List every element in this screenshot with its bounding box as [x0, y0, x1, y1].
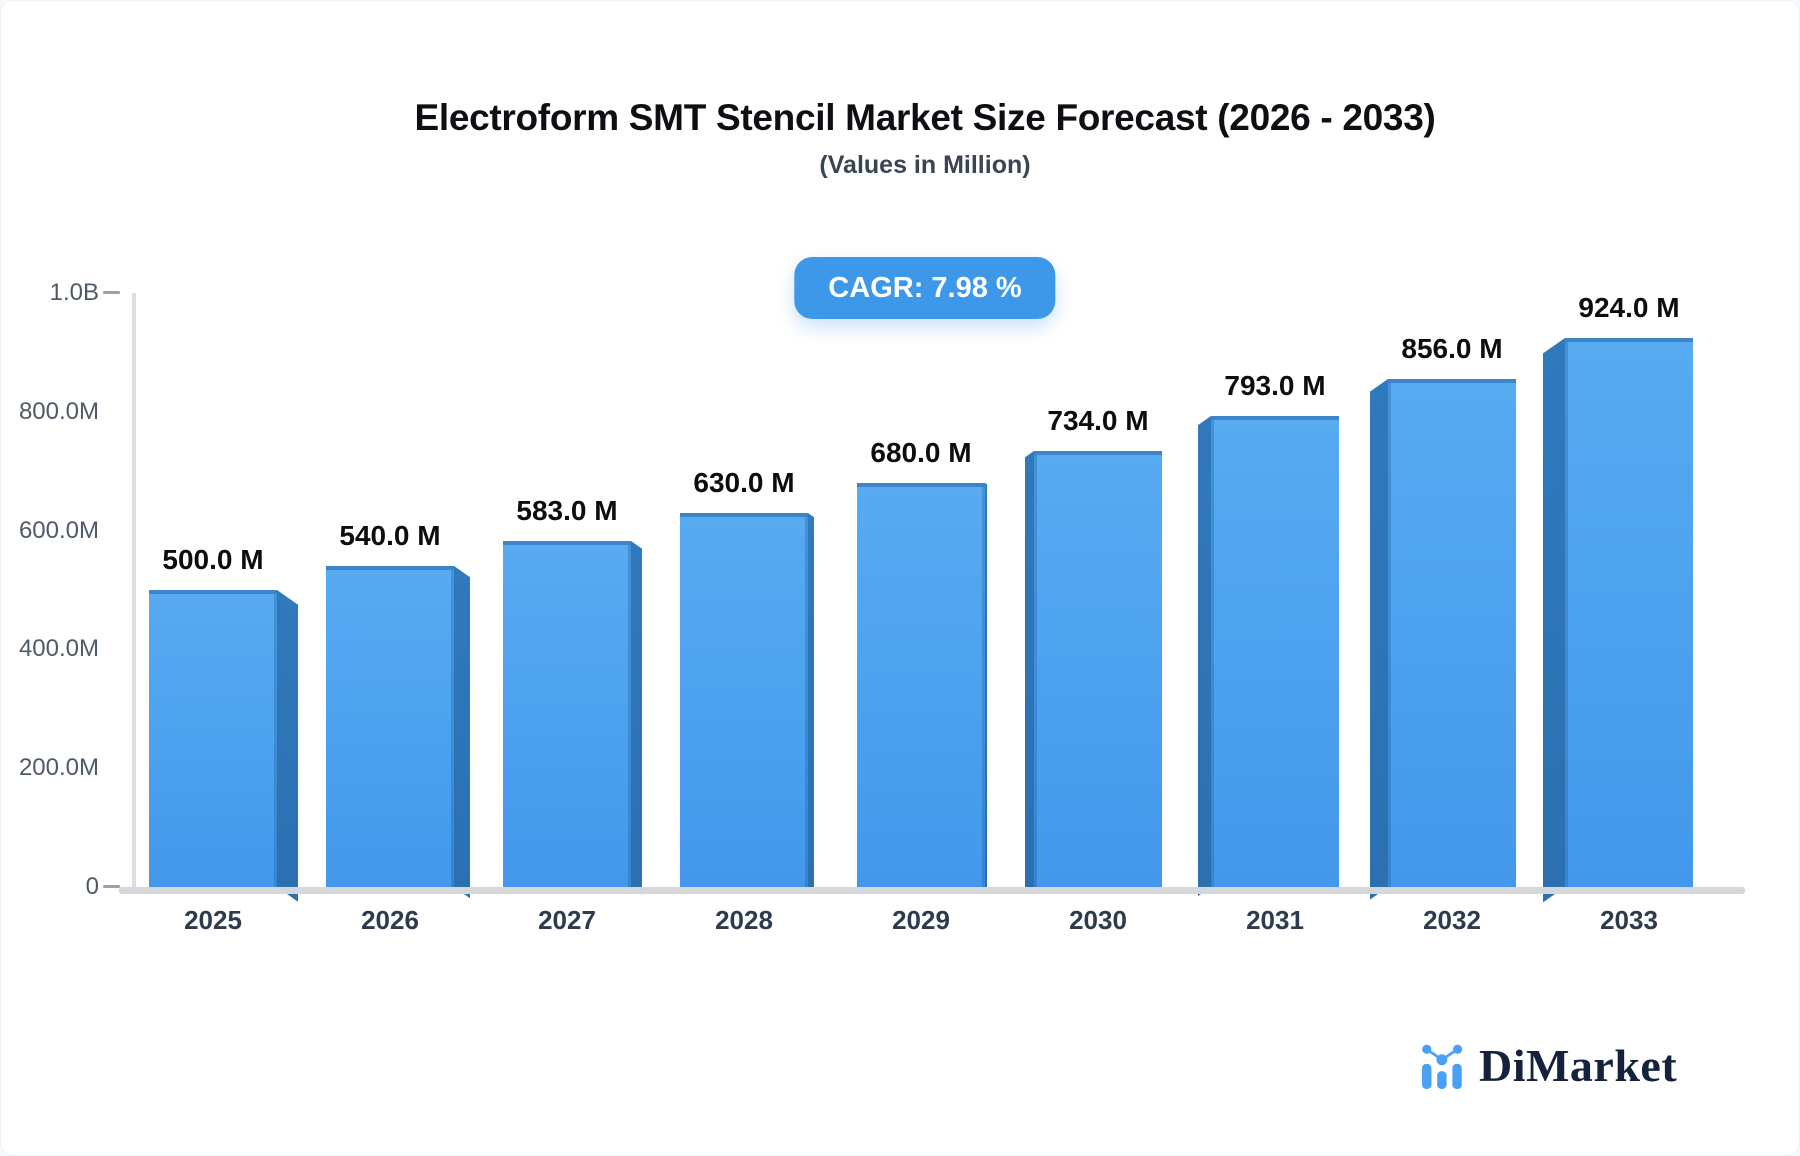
bar-value-label: 924.0 M [1578, 292, 1680, 324]
chart-title: Electroform SMT Stencil Market Size Fore… [414, 97, 1436, 138]
bar-value-label: 793.0 M [1224, 369, 1326, 401]
bar-side-3d [985, 483, 987, 889]
bar[interactable]: 583.0 M 2027 [503, 495, 642, 935]
y-tick-label: 200.0M [18, 754, 99, 782]
bar-face [857, 483, 985, 887]
bar-face [326, 566, 454, 887]
x-axis-category-label: 2030 [1069, 904, 1127, 935]
bar-value-label: 540.0 M [339, 520, 441, 552]
bar-side-3d [1370, 378, 1388, 900]
bar-face [1388, 378, 1516, 887]
x-axis-category-label: 2026 [361, 904, 419, 935]
bar-face [1034, 451, 1162, 887]
y-tick-label: 800.0M [18, 397, 99, 425]
x-axis-category-label: 2033 [1600, 904, 1658, 935]
bar-face [680, 512, 808, 887]
y-tick-label: 600.0M [18, 516, 99, 544]
y-tick-label: 400.0M [18, 635, 99, 663]
bar-side-3d [277, 590, 298, 902]
bar[interactable]: 540.0 M 2026 [326, 520, 470, 935]
x-axis-category-label: 2032 [1423, 904, 1481, 935]
bar-side-3d [1543, 338, 1565, 903]
dimarket-logo-icon [1422, 1044, 1463, 1089]
bar-value-label: 500.0 M [162, 544, 264, 575]
y-tick-mark [103, 885, 120, 888]
bar-side-3d [454, 566, 470, 899]
bar[interactable]: 500.0 M 2025 [149, 544, 298, 935]
bar-value-label: 856.0 M [1401, 332, 1503, 364]
bar-value-label: 734.0 M [1047, 405, 1149, 436]
y-tick-label: 0 [85, 873, 99, 900]
x-axis-line [119, 887, 1745, 894]
x-axis-category-label: 2029 [892, 904, 950, 935]
bar-value-label: 583.0 M [516, 494, 618, 526]
y-axis-line [132, 293, 136, 887]
bar-value-label: 630.0 M [693, 466, 795, 498]
cagr-badge: CAGR: 7.98 % [794, 257, 1056, 319]
bar[interactable]: 924.0 M 2033 [1543, 292, 1693, 935]
bar[interactable]: 793.0 M 2031 [1198, 370, 1339, 935]
bar-value-label: 680.0 M [870, 437, 972, 469]
brand-name: DiMarket [1479, 1040, 1678, 1091]
bar[interactable]: 630.0 M 2028 [680, 467, 814, 935]
brand-logo: DiMarket [1421, 1039, 1677, 1092]
bar-face [503, 540, 631, 887]
bar-side-3d [631, 540, 642, 895]
bar-face [1565, 338, 1693, 887]
bar[interactable]: 680.0 M 2029 [857, 437, 987, 935]
x-axis-category-label: 2025 [184, 905, 242, 935]
y-tick-mark [103, 291, 120, 294]
x-axis-category-label: 2028 [715, 904, 773, 935]
bar-side-3d [1198, 415, 1211, 897]
bar-side-3d [808, 512, 814, 892]
bar[interactable]: 734.0 M 2030 [1025, 405, 1162, 935]
bar-side-3d [1025, 451, 1034, 894]
bar-face [1211, 415, 1339, 887]
x-axis-category-label: 2027 [538, 904, 596, 935]
x-axis-category-label: 2031 [1246, 904, 1304, 935]
y-tick-label: 1.0B [49, 279, 99, 306]
chart-subtitle: (Values in Million) [819, 151, 1031, 179]
bar[interactable]: 856.0 M 2032 [1370, 333, 1516, 935]
bar-face [149, 590, 277, 887]
